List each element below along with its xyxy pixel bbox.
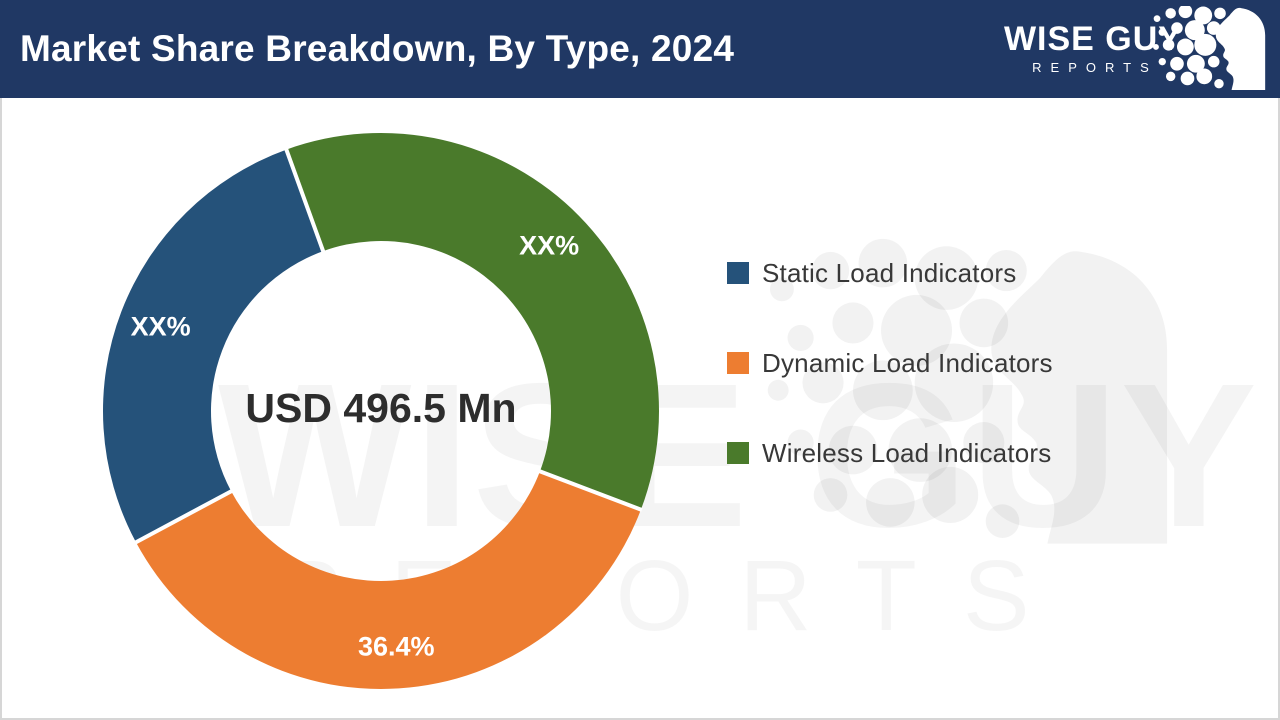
- logo-face-dots-icon: [1153, 6, 1266, 90]
- legend-swatch-static: [727, 262, 749, 284]
- legend-item-dynamic: Dynamic Load Indicators: [727, 318, 1053, 408]
- legend-label-static: Static Load Indicators: [762, 257, 1017, 288]
- donut-chart: XX% 36.4% XX%: [103, 133, 659, 689]
- slice-pct-label-0: XX%: [519, 230, 579, 260]
- slice-pct-label-1: 36.4%: [358, 632, 435, 662]
- logo-text: WISE GUY REPORTS: [1003, 20, 1182, 75]
- slice-pct-label-2: XX%: [131, 312, 191, 342]
- legend-swatch-wireless: [727, 442, 749, 464]
- legend-swatch-dynamic: [727, 352, 749, 374]
- slice-separator: [284, 147, 326, 254]
- wiseguy-logo: WISE GUY REPORTS: [1004, 6, 1270, 90]
- donut-center-value: USD 496.5 Mn: [245, 385, 517, 431]
- page-title: Market Share Breakdown, By Type, 2024: [20, 28, 735, 69]
- logo-reports-text: REPORTS: [1032, 59, 1158, 75]
- legend-label-dynamic: Dynamic Load Indicators: [762, 347, 1053, 378]
- slice-separator: [134, 488, 234, 545]
- legend-label-wireless: Wireless Load Indicators: [762, 437, 1052, 468]
- donut-slice-2: [103, 149, 324, 543]
- slice-separator: [537, 468, 643, 512]
- donut-slice-1: [135, 471, 641, 689]
- logo-wordmark: WISE GUY: [1003, 20, 1182, 59]
- chart-legend: Static Load Indicators Dynamic Load Indi…: [727, 228, 1053, 498]
- donut-slice-0: [286, 133, 659, 510]
- header-bar: Market Share Breakdown, By Type, 2024 WI…: [0, 0, 1280, 98]
- legend-item-static: Static Load Indicators: [727, 228, 1053, 318]
- legend-item-wireless: Wireless Load Indicators: [727, 408, 1053, 498]
